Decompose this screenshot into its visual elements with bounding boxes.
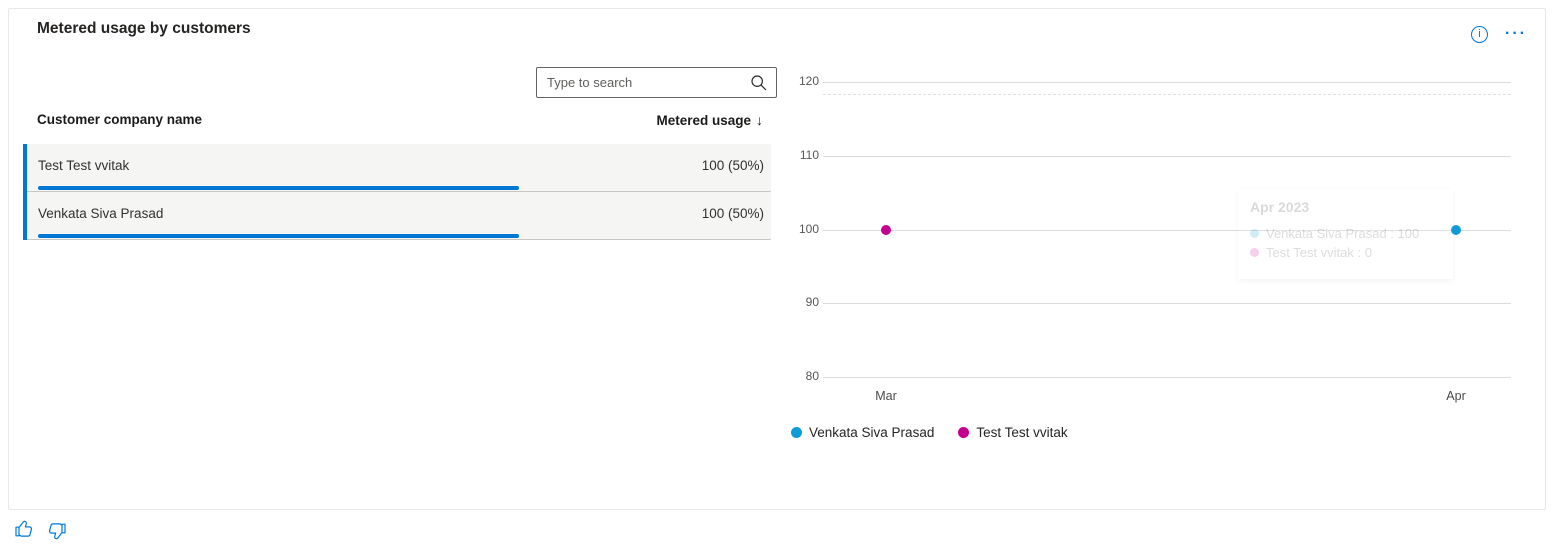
column-header-usage-label: Metered usage xyxy=(656,113,751,128)
customer-name: Venkata Siva Prasad xyxy=(38,206,164,221)
tooltip-entry-text: Test Test vvitak : 0 xyxy=(1266,245,1372,260)
legend-dot-icon xyxy=(958,427,970,438)
data-point-venkata-siva-prasad[interactable] xyxy=(1451,224,1461,235)
gridline xyxy=(823,82,1511,83)
y-tick-label: 80 xyxy=(805,369,819,383)
info-icon[interactable]: i xyxy=(1471,26,1488,43)
metered-usage-card: Metered usage by customers i ··· Custome… xyxy=(8,8,1546,510)
tooltip-entries: Venkata Siva Prasad : 100 Test Test vvita… xyxy=(1250,226,1441,260)
card-title: Metered usage by customers xyxy=(37,20,251,37)
customer-table: Test Test vvitak 100 (50%) Venkata Siva … xyxy=(23,144,771,240)
x-tick-label: Mar xyxy=(875,389,897,403)
thumb-up-icon[interactable] xyxy=(14,518,34,538)
table-row[interactable]: Venkata Siva Prasad 100 (50%) xyxy=(27,192,771,240)
column-header-customer[interactable]: Customer company name xyxy=(37,112,203,127)
usage-value: 100 (50%) xyxy=(701,206,764,221)
gridline xyxy=(823,303,1511,305)
usage-bar xyxy=(38,234,520,238)
thumb-down-icon[interactable] xyxy=(47,522,67,542)
usage-chart: Apr 2023 Venkata Siva Prasad : 100 Test T… xyxy=(783,53,1545,453)
x-tick-label: Apr xyxy=(1446,389,1466,403)
search-icon[interactable] xyxy=(750,74,768,92)
gridline xyxy=(823,377,1511,378)
chart-tooltip: Apr 2023 Venkata Siva Prasad : 100 Test T… xyxy=(1238,189,1453,279)
gridline xyxy=(823,229,1511,231)
customer-name: Test Test vvitak xyxy=(38,158,130,173)
chart-legend: Venkata Siva Prasad Test Test vvitak xyxy=(791,425,1068,440)
table-header: Customer company name Metered usage ↓ xyxy=(37,112,763,128)
y-tick-label: 90 xyxy=(805,295,819,310)
y-tick-label: 120 xyxy=(798,74,819,88)
more-options-icon[interactable]: ··· xyxy=(1505,25,1527,42)
legend-dot-icon xyxy=(791,427,802,438)
gridline xyxy=(823,155,1511,157)
dashed-gridline xyxy=(823,93,1511,95)
feedback-controls xyxy=(14,518,67,542)
table-row[interactable]: Test Test vvitak 100 (50%) xyxy=(27,144,771,192)
search-box xyxy=(536,67,777,98)
legend-label: Test Test vvitak xyxy=(976,425,1068,440)
tooltip-entry: Test Test vvitak : 0 xyxy=(1250,245,1441,260)
legend-label: Venkata Siva Prasad xyxy=(809,425,935,440)
tooltip-entry: Venkata Siva Prasad : 100 xyxy=(1250,226,1441,241)
table-accent-bar xyxy=(23,144,27,240)
tooltip-title: Apr 2023 xyxy=(1250,199,1310,215)
sort-desc-icon: ↓ xyxy=(756,112,763,128)
data-point-test-test-vvitak[interactable] xyxy=(881,224,891,235)
usage-bar xyxy=(38,186,520,190)
tooltip-entry-text: Venkata Siva Prasad : 100 xyxy=(1266,226,1420,241)
legend-item[interactable]: Venkata Siva Prasad xyxy=(791,425,934,440)
tooltip-dot-icon xyxy=(1250,229,1259,238)
y-tick-label: 110 xyxy=(799,147,819,162)
column-header-usage[interactable]: Metered usage ↓ xyxy=(656,112,763,128)
tooltip-dot-icon xyxy=(1250,248,1259,257)
y-tick-label: 100 xyxy=(798,221,819,236)
usage-value: 100 (50%) xyxy=(701,158,764,173)
legend-item[interactable]: Test Test vvitak xyxy=(958,425,1068,440)
search-input[interactable] xyxy=(537,68,752,97)
